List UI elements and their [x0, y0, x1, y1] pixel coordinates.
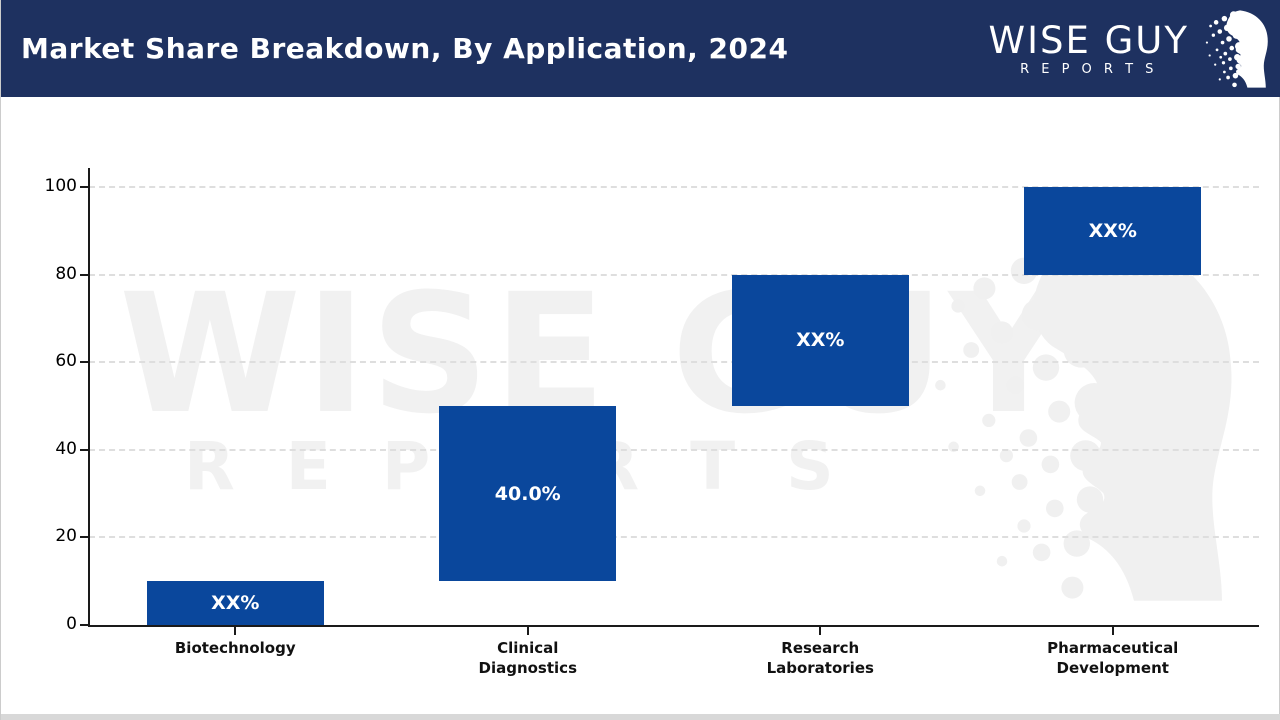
bar-value-label: XX% — [1088, 219, 1137, 242]
bar-value-label: 40.0% — [494, 482, 561, 505]
x-category-label-1: Clinical Diagnostics — [478, 639, 578, 677]
footer-strip — [1, 714, 1280, 720]
bar-pharmaceutical-development: XX% — [1024, 187, 1202, 275]
gridline-100 — [89, 186, 1259, 188]
brand-logo: WISE GUY R E P O R T S — [989, 4, 1275, 94]
bar-research-laboratories: XX% — [731, 274, 909, 406]
y-tick-mark-100 — [80, 186, 89, 188]
header-banner: Market Share Breakdown, By Application, … — [1, 0, 1280, 97]
brand-logo-text: WISE GUY R E P O R T S — [988, 19, 1189, 78]
y-tick-label-80: 80 — [55, 263, 77, 284]
y-tick-mark-60 — [80, 361, 89, 364]
x-tick-mark-3 — [1111, 627, 1114, 635]
gridline-40 — [89, 448, 1259, 451]
y-tick-mark-80 — [80, 273, 89, 276]
x-category-label-3: Pharmaceutical Development — [1047, 639, 1179, 677]
y-axis-line — [88, 168, 90, 627]
brand-logo-wiseguy: WISE GUY — [988, 19, 1189, 62]
x-tick-mark-1 — [526, 627, 529, 635]
y-tick-label-60: 60 — [55, 351, 77, 372]
bar-value-label: XX% — [796, 329, 845, 352]
y-tick-mark-40 — [80, 448, 89, 451]
brand-logo-head-icon — [1205, 10, 1268, 88]
y-tick-mark-20 — [80, 536, 89, 539]
y-tick-label-20: 20 — [55, 526, 77, 547]
x-axis-line — [88, 625, 1259, 627]
chart-title: Market Share Breakdown, By Application, … — [21, 32, 789, 65]
x-tick-mark-2 — [819, 627, 822, 635]
x-tick-mark-0 — [234, 627, 237, 635]
y-tick-mark-0 — [80, 624, 89, 626]
brand-logo-reports: R E P O R T S — [1020, 62, 1158, 77]
bar-value-label: XX% — [211, 592, 260, 615]
y-tick-label-40: 40 — [55, 438, 77, 459]
gridline-60 — [89, 361, 1259, 364]
bar-biotechnology: XX% — [146, 581, 324, 625]
bar-clinical-diagnostics: 40.0% — [439, 406, 617, 582]
x-category-label-2: Research Laboratories — [766, 639, 874, 677]
x-category-label-0: Biotechnology — [174, 639, 296, 657]
gridline-20 — [89, 536, 1259, 539]
y-tick-label-100: 100 — [44, 176, 77, 196]
gridline-80 — [89, 273, 1259, 276]
y-tick-label-0: 0 — [66, 614, 77, 634]
